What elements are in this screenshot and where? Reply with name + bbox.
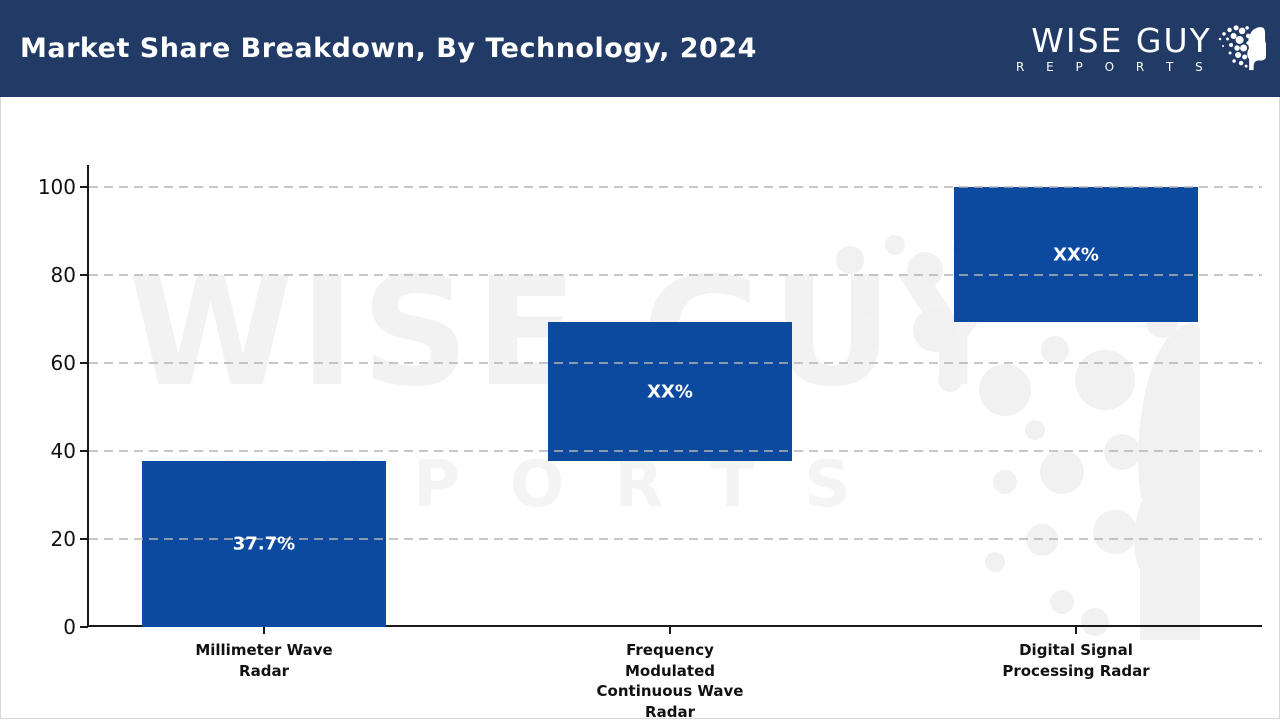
y-tick-20 [80,538,88,540]
wise-guy-logo: WISE GUY R E P O R T S [1016,6,1266,92]
x-tick-1 [263,627,265,634]
logo-subtitle: R E P O R T S [1016,60,1212,74]
bar-segment-2 [548,322,792,462]
y-axis-line [87,165,89,627]
gridline-80 [89,274,1262,276]
category-label-2: Frequency Modulated Continuous Wave Radar [596,641,744,720]
bar-value-label-3: XX% [1053,244,1099,266]
y-tick-label-40: 40 [50,439,76,463]
y-tick-100 [80,186,88,188]
y-tick-label-80: 80 [50,263,76,287]
y-tick-label-0: 0 [63,615,76,639]
logo-text: WISE GUY R E P O R T S [1016,21,1212,75]
category-label-3: Digital Signal Processing Radar [1002,641,1150,680]
logo-face-icon [1218,25,1266,71]
logo-name: WISE GUY [1031,21,1212,60]
header-bar: Market Share Breakdown, By Technology, 2… [0,0,1280,97]
x-axis-line [87,625,1262,627]
bar-value-label-1: 37.7% [232,533,296,555]
bar-value-label-2: XX% [647,381,693,403]
gridline-60 [89,362,1262,364]
x-tick-2 [669,627,671,634]
bar-segment-1 [142,461,386,627]
bar-segment-3 [954,187,1198,323]
gridline-40 [89,450,1262,452]
y-tick-80 [80,274,88,276]
watermark-face-dots [836,235,1200,640]
y-tick-40 [80,450,88,452]
y-tick-label-20: 20 [50,527,76,551]
gridline-100 [89,186,1262,188]
y-tick-label-100: 100 [37,175,76,199]
y-tick-label-60: 60 [50,351,76,375]
y-tick-60 [80,362,88,364]
x-tick-3 [1075,627,1077,634]
y-tick-0 [80,626,88,628]
page-title: Market Share Breakdown, By Technology, 2… [20,33,757,64]
category-label-1: Millimeter Wave Radar [195,641,333,680]
gridline-20 [89,538,1262,540]
plot-area: 0 20 40 60 80 100 37.7% XX% XX% Millimeter Wave Ra… [0,97,1280,720]
